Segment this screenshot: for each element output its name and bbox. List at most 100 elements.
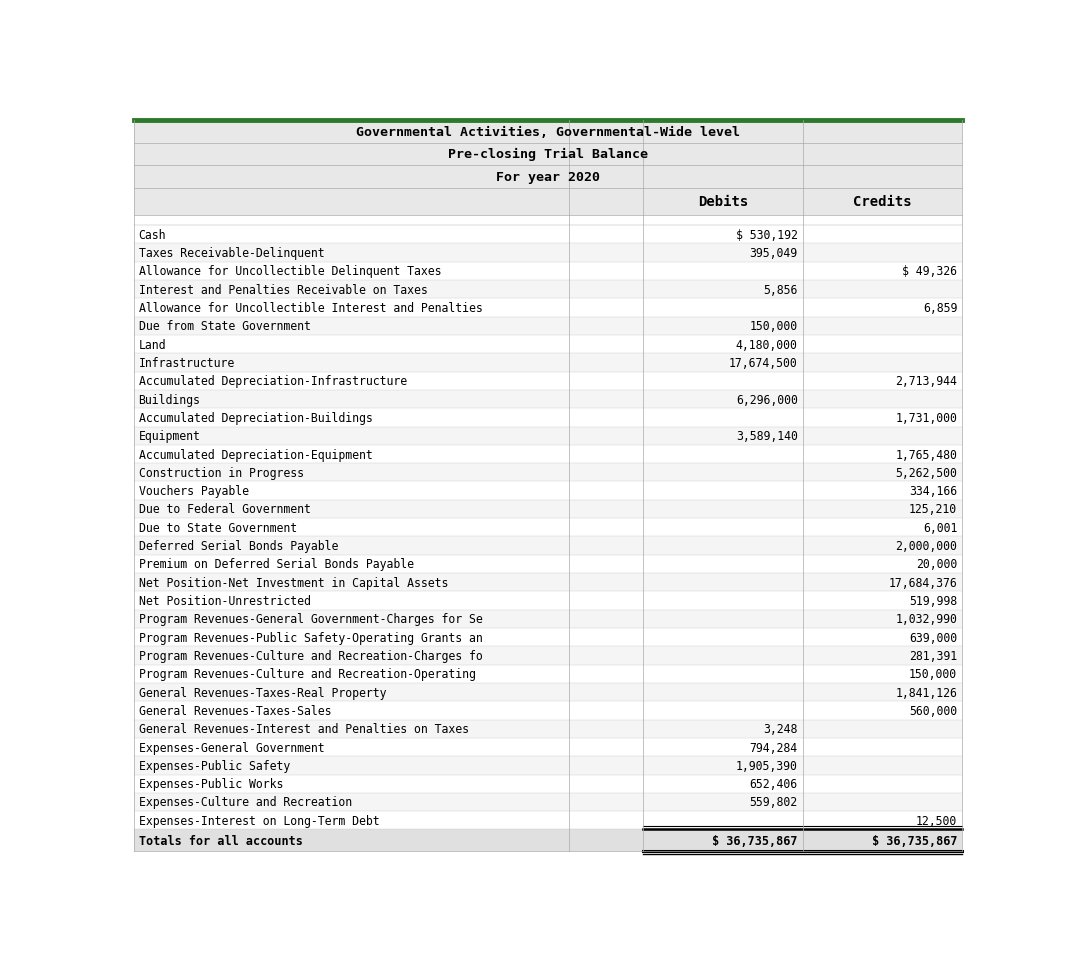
Text: 639,000: 639,000 <box>909 631 957 644</box>
Text: 2,713,944: 2,713,944 <box>895 375 957 388</box>
Bar <box>134 592 962 610</box>
Text: Deferred Serial Bonds Payable: Deferred Serial Bonds Payable <box>139 539 338 553</box>
Bar <box>134 354 962 372</box>
Bar <box>134 263 962 280</box>
Text: 150,000: 150,000 <box>749 320 797 333</box>
Text: 12,500: 12,500 <box>916 814 957 827</box>
Text: 794,284: 794,284 <box>749 741 797 754</box>
Text: 20,000: 20,000 <box>916 558 957 571</box>
Bar <box>134 829 962 851</box>
Text: 6,296,000: 6,296,000 <box>735 393 797 406</box>
Text: Program Revenues-Culture and Recreation-Operating: Program Revenues-Culture and Recreation-… <box>139 667 476 681</box>
Text: Allowance for Uncollectible Interest and Penalties: Allowance for Uncollectible Interest and… <box>139 302 482 315</box>
Text: $ 530,192: $ 530,192 <box>735 229 797 241</box>
Text: Land: Land <box>139 338 166 352</box>
Bar <box>134 189 962 215</box>
Bar <box>134 610 962 628</box>
Text: General Revenues-Taxes-Sales: General Revenues-Taxes-Sales <box>139 704 331 717</box>
Bar <box>134 720 962 739</box>
Text: Due from State Government: Due from State Government <box>139 320 310 333</box>
Bar <box>134 701 962 720</box>
Bar <box>134 683 962 701</box>
Text: Program Revenues-Culture and Recreation-Charges fo: Program Revenues-Culture and Recreation-… <box>139 650 482 662</box>
Bar <box>134 811 962 829</box>
Text: Governmental Activities, Governmental-Wide level: Governmental Activities, Governmental-Wi… <box>356 126 740 139</box>
Bar <box>134 318 962 336</box>
Text: Program Revenues-General Government-Charges for Se: Program Revenues-General Government-Char… <box>139 613 482 625</box>
Bar <box>134 665 962 683</box>
Bar <box>134 427 962 446</box>
Text: 3,248: 3,248 <box>763 723 797 736</box>
Bar <box>134 336 962 354</box>
Text: $ 36,735,867: $ 36,735,867 <box>871 833 957 847</box>
Text: 4,180,000: 4,180,000 <box>735 338 797 352</box>
Bar <box>134 537 962 555</box>
Text: Net Position-Unrestricted: Net Position-Unrestricted <box>139 594 310 608</box>
Text: Expenses-Interest on Long-Term Debt: Expenses-Interest on Long-Term Debt <box>139 814 379 827</box>
Bar <box>134 446 962 464</box>
Text: 281,391: 281,391 <box>909 650 957 662</box>
Text: $ 36,735,867: $ 36,735,867 <box>712 833 797 847</box>
Text: 2,000,000: 2,000,000 <box>895 539 957 553</box>
Text: Expenses-General Government: Expenses-General Government <box>139 741 324 754</box>
Text: Due to Federal Government: Due to Federal Government <box>139 503 310 516</box>
Text: Infrastructure: Infrastructure <box>139 357 235 369</box>
Text: Net Position-Net Investment in Capital Assets: Net Position-Net Investment in Capital A… <box>139 576 448 589</box>
Bar <box>134 775 962 793</box>
Text: Equipment: Equipment <box>139 430 201 443</box>
Bar <box>134 628 962 647</box>
Text: 1,905,390: 1,905,390 <box>735 759 797 772</box>
Text: Taxes Receivable-Delinquent: Taxes Receivable-Delinquent <box>139 247 324 260</box>
Bar <box>134 144 962 166</box>
Bar <box>134 226 962 244</box>
Bar <box>134 166 962 189</box>
Text: Due to State Government: Due to State Government <box>139 522 297 534</box>
Text: 559,802: 559,802 <box>749 795 797 809</box>
Text: $ 49,326: $ 49,326 <box>902 265 957 278</box>
Text: Expenses-Public Safety: Expenses-Public Safety <box>139 759 290 772</box>
Text: Premium on Deferred Serial Bonds Payable: Premium on Deferred Serial Bonds Payable <box>139 558 414 571</box>
Text: 125,210: 125,210 <box>909 503 957 516</box>
Text: 3,589,140: 3,589,140 <box>735 430 797 443</box>
Text: Cash: Cash <box>139 229 166 241</box>
Text: 5,262,500: 5,262,500 <box>895 466 957 480</box>
Text: General Revenues-Interest and Penalties on Taxes: General Revenues-Interest and Penalties … <box>139 723 468 736</box>
Text: Accumulated Depreciation-Buildings: Accumulated Depreciation-Buildings <box>139 411 372 424</box>
Text: Accumulated Depreciation-Infrastructure: Accumulated Depreciation-Infrastructure <box>139 375 406 388</box>
Bar <box>134 391 962 408</box>
Bar <box>134 573 962 592</box>
Bar <box>134 482 962 500</box>
Text: 1,731,000: 1,731,000 <box>895 411 957 424</box>
Bar <box>134 500 962 519</box>
Bar <box>134 372 962 391</box>
Text: 17,674,500: 17,674,500 <box>729 357 797 369</box>
Bar <box>134 280 962 299</box>
Text: 17,684,376: 17,684,376 <box>888 576 957 589</box>
Text: Vouchers Payable: Vouchers Payable <box>139 485 249 497</box>
Bar <box>134 464 962 482</box>
Text: For year 2020: For year 2020 <box>496 171 600 184</box>
Text: General Revenues-Taxes-Real Property: General Revenues-Taxes-Real Property <box>139 686 386 699</box>
Text: 1,032,990: 1,032,990 <box>895 613 957 625</box>
Text: Expenses-Public Works: Expenses-Public Works <box>139 778 283 790</box>
Text: 1,765,480: 1,765,480 <box>895 448 957 461</box>
Bar <box>134 408 962 427</box>
Text: 560,000: 560,000 <box>909 704 957 717</box>
Text: 395,049: 395,049 <box>749 247 797 260</box>
Bar <box>134 647 962 665</box>
Text: 5,856: 5,856 <box>763 283 797 296</box>
Bar <box>134 215 962 226</box>
Text: 6,859: 6,859 <box>923 302 957 315</box>
Text: 652,406: 652,406 <box>749 778 797 790</box>
Bar <box>134 739 962 756</box>
Text: 150,000: 150,000 <box>909 667 957 681</box>
Text: 334,166: 334,166 <box>909 485 957 497</box>
Bar <box>134 756 962 775</box>
Text: Program Revenues-Public Safety-Operating Grants an: Program Revenues-Public Safety-Operating… <box>139 631 482 644</box>
Text: 6,001: 6,001 <box>923 522 957 534</box>
Bar <box>134 555 962 573</box>
Bar <box>134 519 962 537</box>
Bar <box>134 299 962 318</box>
Text: 1,841,126: 1,841,126 <box>895 686 957 699</box>
Text: Pre-closing Trial Balance: Pre-closing Trial Balance <box>448 149 648 161</box>
